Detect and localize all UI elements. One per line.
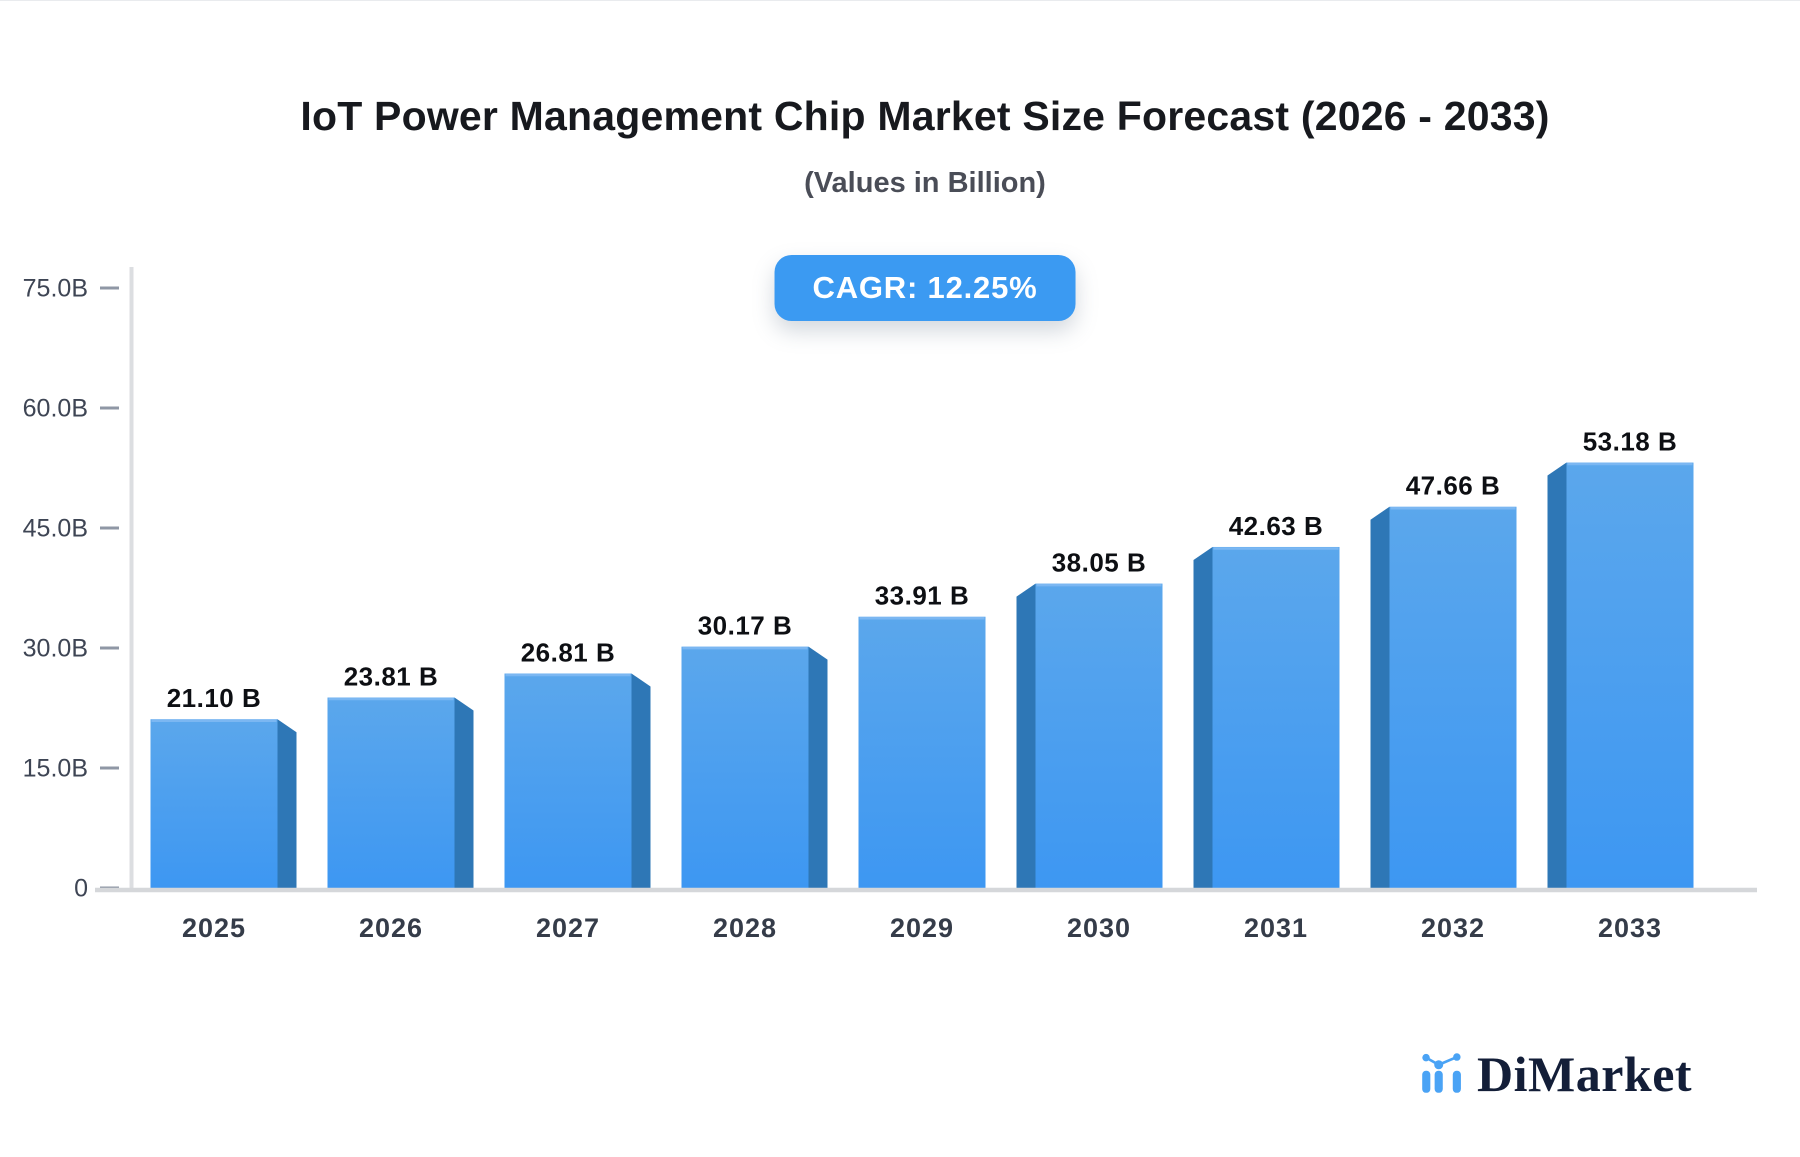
y-tick-label-45.0B: 45.0B: [23, 515, 88, 543]
bar-side-face: [1547, 462, 1567, 888]
value-label-2032: 47.66 B: [1406, 471, 1501, 501]
brand-name: DiMarket: [1477, 1046, 1693, 1102]
year-label-2032: 2032: [1421, 913, 1485, 943]
bar-main-face: [1566, 462, 1694, 888]
bar-main-face: [1035, 583, 1163, 888]
bar-side-face: [1370, 506, 1390, 888]
value-label-2033: 53.18 B: [1583, 427, 1678, 457]
year-label-2027: 2027: [536, 913, 600, 943]
cagr-badge: CAGR: 12.25%: [774, 255, 1076, 321]
y-tick-label-75.0B: 75.0B: [23, 275, 88, 303]
year-label-2028: 2028: [713, 913, 777, 943]
bar-main-face: [1389, 506, 1517, 888]
bar-main-face: [504, 673, 632, 888]
y-tick-label-15.0B: 15.0B: [23, 755, 88, 783]
value-label-2027: 26.81 B: [521, 638, 616, 668]
bar-side-face: [277, 719, 297, 888]
year-label-2029: 2029: [890, 913, 954, 943]
bar-2030: [1016, 583, 1163, 888]
bar-2028: [681, 646, 828, 888]
bar-2031: [1193, 546, 1340, 888]
bar-main-face: [1212, 546, 1340, 888]
bar-side-face: [1016, 583, 1036, 888]
value-label-2030: 38.05 B: [1052, 548, 1147, 578]
value-label-2031: 42.63 B: [1229, 511, 1324, 541]
chart-title: IoT Power Management Chip Market Size Fo…: [300, 93, 1550, 139]
year-label-2033: 2033: [1598, 913, 1662, 943]
bar-side-face: [631, 673, 651, 888]
year-label-2026: 2026: [359, 913, 423, 943]
value-labels-group: 21.10 B 23.81 B 26.81 B 30.17 B 33.91 B 38.05…: [167, 427, 1678, 714]
bar-2025: [150, 719, 297, 888]
bar-2033: [1547, 462, 1694, 888]
y-tick-label-0: 0: [74, 875, 88, 903]
bar-side-face: [808, 646, 828, 888]
year-label-2025: 2025: [182, 913, 246, 943]
bar-side-face: [454, 697, 474, 888]
bar-main-face: [327, 697, 455, 888]
y-tick-label-60.0B: 60.0B: [23, 395, 88, 423]
year-labels-group: 2025 2026 2027 2028 2029 2030 2031 2032 2033: [182, 913, 1662, 943]
bar-2026: [327, 697, 474, 888]
bars-group: [150, 462, 1694, 888]
value-label-2029: 33.91 B: [875, 581, 970, 611]
bar-main-face: [681, 646, 809, 888]
brand-logo: DiMarket: [1420, 1047, 1692, 1101]
bar-main-face: [150, 719, 278, 888]
bar-line-chart-icon: [1422, 1053, 1461, 1093]
chart-subtitle: (Values in Billion): [804, 167, 1046, 199]
y-tick-label-30.0B: 30.0B: [23, 635, 88, 663]
bar-2032: [1370, 506, 1517, 888]
year-label-2031: 2031: [1244, 913, 1308, 943]
bar-side-face: [1193, 546, 1213, 888]
value-label-2026: 23.81 B: [344, 662, 439, 692]
year-label-2030: 2030: [1067, 913, 1131, 943]
value-label-2028: 30.17 B: [698, 611, 793, 641]
value-label-2025: 21.10 B: [167, 683, 262, 713]
bar-2029: [858, 616, 986, 888]
axis-group: 0 15.0B 30.0B 45.0B 60.0B 75.0B: [23, 267, 134, 903]
bar-2027: [504, 673, 651, 888]
bar-main-face: [858, 616, 986, 888]
